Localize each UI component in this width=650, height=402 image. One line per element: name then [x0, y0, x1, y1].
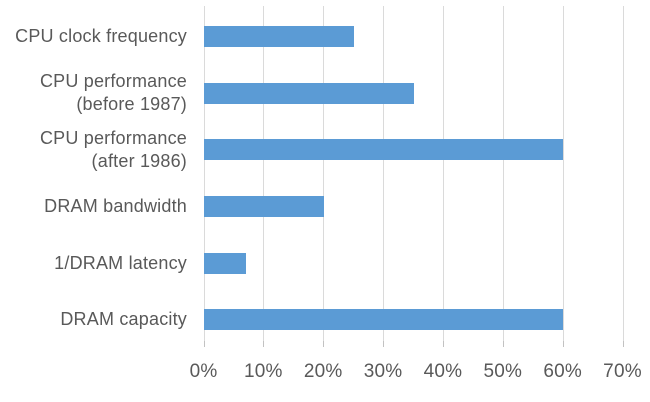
- gridline: [323, 6, 325, 341]
- x-tick-label: 30%: [363, 361, 403, 382]
- category-label: CPU performance (before 1987): [39, 71, 187, 114]
- axis-tick: [203, 341, 205, 347]
- x-tick-label: 40%: [423, 361, 463, 382]
- x-tick-label: 10%: [244, 361, 283, 382]
- bar: [204, 82, 414, 104]
- category-label: DRAM bandwidth: [44, 195, 187, 216]
- gridline: [562, 6, 564, 341]
- category-label: CPU performance (after 1986): [39, 127, 187, 171]
- gridline: [383, 6, 385, 341]
- bar: [204, 195, 324, 217]
- x-tick-label: 70%: [603, 361, 642, 382]
- gridline: [622, 6, 624, 341]
- axis-tick: [622, 341, 624, 347]
- gridline: [263, 6, 265, 341]
- gridline: [203, 6, 205, 341]
- category-label: CPU clock frequency: [15, 25, 187, 46]
- bar: [204, 139, 564, 161]
- bar: [204, 252, 246, 274]
- axis-tick: [502, 341, 504, 347]
- bar: [204, 309, 564, 331]
- axis-tick: [263, 341, 265, 347]
- x-tick-label: 60%: [543, 361, 582, 382]
- x-tick-label: 50%: [483, 361, 523, 382]
- gridline: [502, 6, 504, 341]
- axis-tick: [442, 341, 444, 347]
- axis-tick: [383, 341, 385, 347]
- x-tick-label: 0%: [189, 361, 218, 382]
- bar: [204, 25, 354, 47]
- category-label: 1/DRAM latency: [54, 252, 187, 273]
- category-label: DRAM capacity: [60, 309, 187, 330]
- axis-tick: [562, 341, 564, 347]
- x-tick-label: 20%: [303, 361, 343, 382]
- axis-tick: [323, 341, 325, 347]
- gridline: [442, 6, 444, 341]
